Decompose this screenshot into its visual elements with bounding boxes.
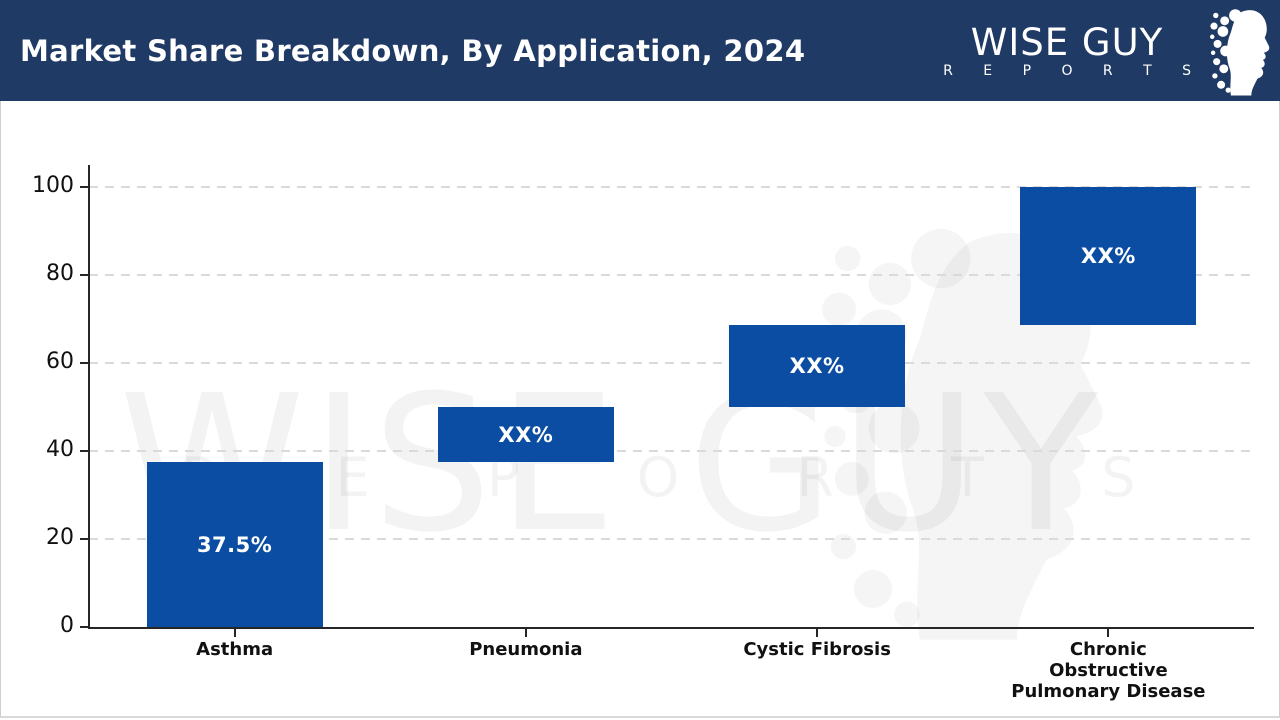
gridline-80 (89, 274, 1254, 276)
y-axis-tick-60 (80, 362, 89, 364)
brand-subtitle: R E P O R T S (943, 62, 1204, 79)
gridline-20 (89, 538, 1254, 540)
x-axis-tick-cystic-fibrosis (816, 629, 819, 637)
x-axis-line (88, 627, 1254, 629)
category-label-line: Pulmonary Disease (1011, 681, 1206, 702)
gridline-60 (89, 362, 1254, 364)
category-label-line: Pneumonia (469, 639, 583, 660)
brand-logo-text: WISE GUY R E P O R T S (930, 20, 1204, 79)
y-tick-label-40: 40 (46, 437, 74, 462)
x-axis-category-label-asthma: Asthma (110, 639, 360, 660)
y-axis-tick-0 (80, 626, 89, 628)
y-axis-tick-80 (80, 274, 89, 276)
x-axis-tick-chronic-obstructive-pulmonary-disease (1107, 629, 1110, 637)
chart-figure: WISE GUY R E P O R T S 02040608010037.5%… (0, 101, 1280, 718)
x-axis-tick-pneumonia (524, 629, 527, 637)
bar-value-label: XX% (498, 422, 554, 447)
x-axis-category-label-cystic-fibrosis: Cystic Fibrosis (692, 639, 942, 660)
category-label-line: Obstructive (1049, 660, 1168, 681)
y-axis-tick-20 (80, 538, 89, 540)
category-label-line: Asthma (196, 639, 274, 660)
y-tick-label-0: 0 (60, 613, 74, 638)
category-label-line: Chronic (1069, 639, 1147, 660)
brand-logo: WISE GUY R E P O R T S (930, 0, 1270, 101)
category-label-line: Cystic Fibrosis (743, 639, 891, 660)
y-axis-tick-100 (80, 186, 89, 188)
brand-face-icon (1206, 5, 1270, 97)
chart-title: Market Share Breakdown, By Application, … (20, 33, 806, 68)
bar-pneumonia: XX% (437, 407, 614, 462)
header-bar: Market Share Breakdown, By Application, … (0, 0, 1280, 101)
y-axis-tick-40 (80, 450, 89, 452)
gridline-40 (89, 450, 1254, 452)
x-axis-category-label-chronic-obstructive-pulmonary-disease: Chronic Obstructive Pulmonary Disease (983, 639, 1233, 702)
bar-cystic-fibrosis: XX% (729, 324, 906, 407)
y-tick-label-60: 60 (46, 349, 74, 374)
bar-value-label: XX% (1080, 243, 1136, 268)
bar-chronic-obstructive-pulmonary-disease: XX% (1020, 187, 1197, 325)
y-tick-label-100: 100 (32, 173, 74, 198)
gridline-100 (89, 186, 1254, 188)
x-axis-tick-asthma (233, 629, 236, 637)
x-axis-category-label-pneumonia: Pneumonia (401, 639, 651, 660)
brand-name: WISE GUY (970, 20, 1164, 64)
y-tick-label-20: 20 (46, 525, 74, 550)
bar-value-label: XX% (789, 353, 845, 378)
y-tick-label-80: 80 (46, 261, 74, 286)
bar-value-label: 37.5% (196, 532, 273, 557)
y-axis-line (88, 165, 90, 629)
bar-asthma: 37.5% (146, 462, 323, 627)
